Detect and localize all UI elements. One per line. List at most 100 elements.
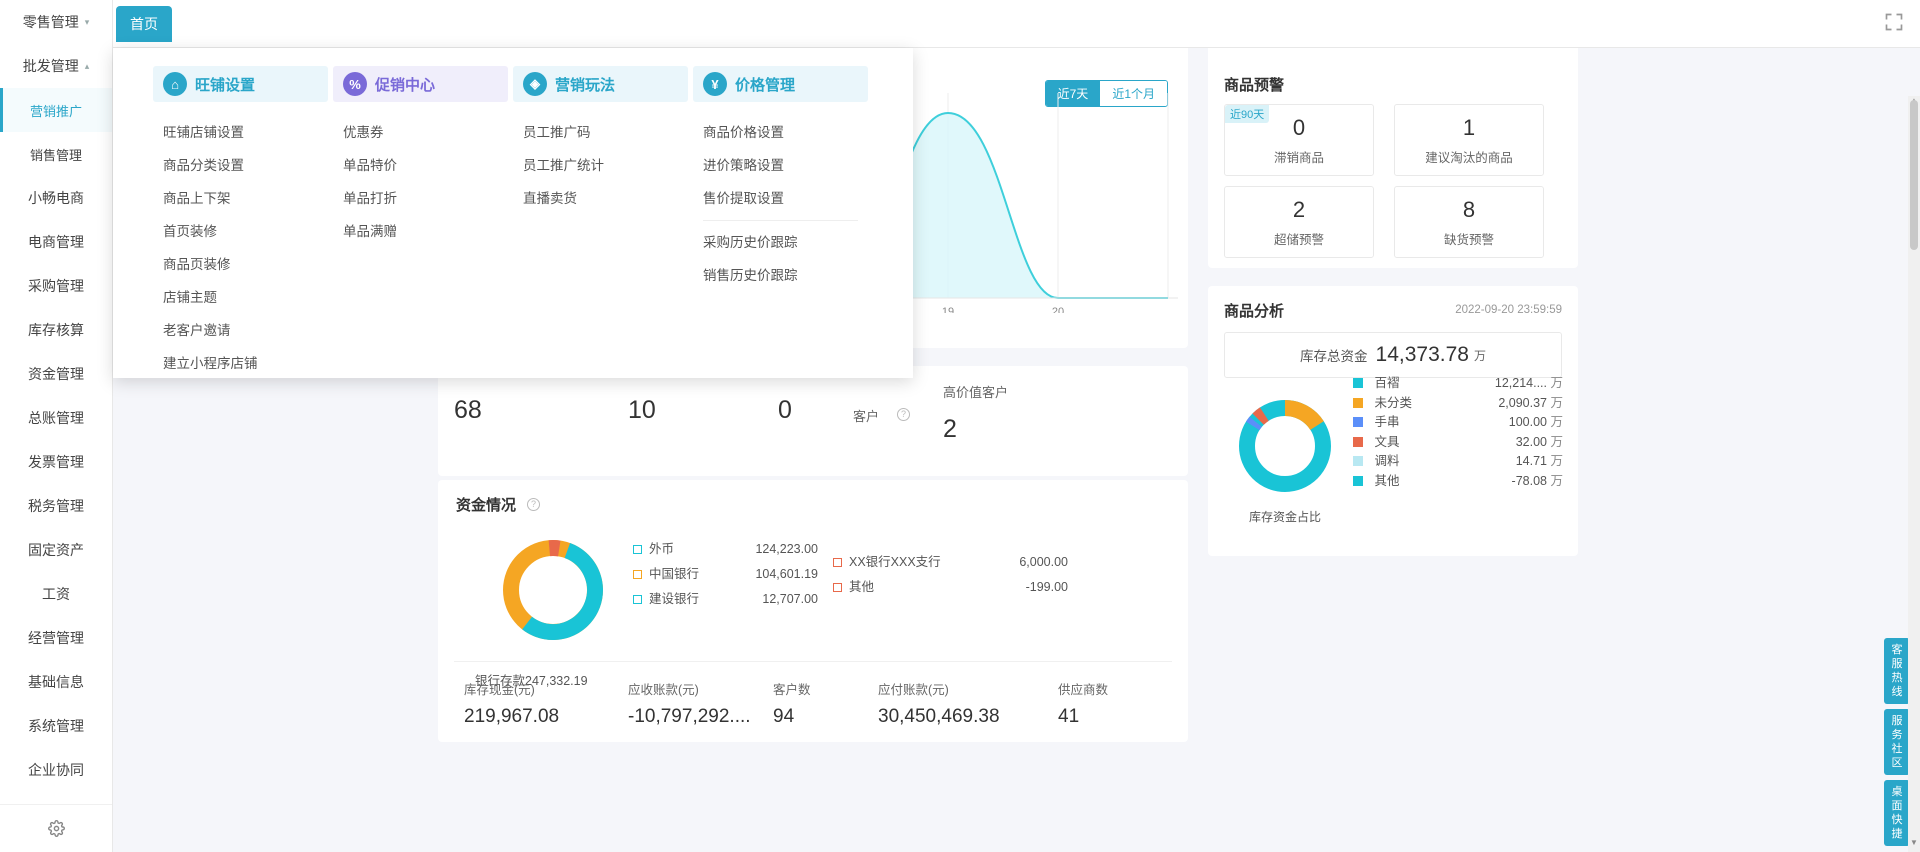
menu-item-price-0[interactable]: 商品价格设置 xyxy=(703,125,784,140)
megamenu-col-header: ◈ 营销玩法 xyxy=(513,66,688,102)
menu-divider xyxy=(703,220,858,221)
vertical-scrollbar[interactable]: ▲ ▼ xyxy=(1908,96,1920,852)
customer-cell-3: 高价值客户 2 xyxy=(943,382,1109,460)
customer-value-2: 0 xyxy=(778,396,792,424)
sidebar-item-5[interactable]: 电商管理 xyxy=(0,220,112,264)
sidebar-item-6[interactable]: 采购管理 xyxy=(0,264,112,308)
analysis-legend-item-3: 文具 32.00 万 xyxy=(1353,433,1563,453)
menu-item-store-1[interactable]: 商品分类设置 xyxy=(163,158,244,173)
kpi-value: 41 xyxy=(1058,706,1080,727)
fund-legend-item-0: 外币 xyxy=(633,537,833,562)
menu-item-store-6[interactable]: 老客户邀请 xyxy=(163,323,231,338)
scroll-down-icon[interactable]: ▼ xyxy=(1910,838,1918,847)
marketing-icon: ◈ xyxy=(523,72,547,96)
sidebar-item-13[interactable]: 工资 xyxy=(0,572,112,616)
sidebar-item-8[interactable]: 资金管理 xyxy=(0,352,112,396)
menu-item-promo-0[interactable]: 优惠券 xyxy=(343,125,384,140)
menu-item-store-7[interactable]: 建立小程序店铺 xyxy=(163,356,258,371)
menu-item-price-1[interactable]: 进价策略设置 xyxy=(703,158,784,173)
customer-cell-2: 0 xyxy=(778,382,944,460)
product-analysis-card: 商品分析 2022-09-20 23:59:59 库存总资金 14,373.78… xyxy=(1208,286,1578,556)
fund-legend-name-3: XX银行XXX支行 xyxy=(849,555,941,569)
menu-item-marketing-2[interactable]: 直播卖货 xyxy=(523,191,577,206)
menu-item-price-3[interactable]: 采购历史价跟踪 xyxy=(703,235,798,250)
menu-item-price-4[interactable]: 销售历史价跟踪 xyxy=(703,268,798,283)
menu-item-promo-2[interactable]: 单品打折 xyxy=(343,191,397,206)
desktop-shortcut-button[interactable]: 桌面 快捷 xyxy=(1884,780,1910,846)
menu-item-store-2[interactable]: 商品上下架 xyxy=(163,191,231,206)
analysis-legend-name-4: 调料 xyxy=(1374,454,1400,468)
sidebar-item-3[interactable]: 销售管理 xyxy=(0,132,112,176)
legend-swatch xyxy=(1353,397,1363,408)
fund-legend-value-0: 124,223.00 xyxy=(755,542,818,556)
kpi-customers: 客户数 94 xyxy=(773,679,811,728)
customer-value-1: 10 xyxy=(628,396,656,424)
menu-item-marketing-1[interactable]: 员工推广统计 xyxy=(523,158,604,173)
analysis-legend-value-4: 14.71 xyxy=(1515,454,1547,468)
menu-item-price-2[interactable]: 售价提取设置 xyxy=(703,191,784,206)
alert-box-slow-moving[interactable]: 近90天 0 滞销商品 xyxy=(1224,104,1374,176)
sidebar: 零售管理 ▾ 批发管理 ▴ 营销推广 销售管理 小畅电商 电商管理 采购管理 库… xyxy=(0,0,113,852)
service-community-button[interactable]: 服务 社区 xyxy=(1884,709,1910,775)
menu-item-store-4[interactable]: 商品页装修 xyxy=(163,257,231,272)
sidebar-item-9[interactable]: 总账管理 xyxy=(0,396,112,440)
menu-item-store-3[interactable]: 首页装修 xyxy=(163,224,217,239)
tab-home[interactable]: 首页 xyxy=(116,6,172,42)
sidebar-item-17[interactable]: 企业协同 xyxy=(0,748,112,792)
kpi-cash: 库存现金(元) 219,967.08 xyxy=(464,679,559,728)
sidebar-item-0[interactable]: 零售管理 ▾ xyxy=(0,0,112,44)
alert-box-obsolete[interactable]: 1 建议淘汰的商品 xyxy=(1394,104,1544,176)
range-toggle[interactable]: 近7天 近1个月 xyxy=(1044,80,1168,107)
help-icon[interactable]: ? xyxy=(897,408,910,421)
kpi-label: 应付账款(元) xyxy=(878,683,949,697)
menu-item-store-0[interactable]: 旺铺店铺设置 xyxy=(163,125,244,140)
analysis-legend-unit-5: 万 xyxy=(1550,473,1563,488)
sidebar-item-4[interactable]: 小畅电商 xyxy=(0,176,112,220)
alert-label: 超储预警 xyxy=(1273,232,1324,247)
menu-item-store-5[interactable]: 店铺主题 xyxy=(163,290,217,305)
sidebar-item-2[interactable]: 营销推广 xyxy=(0,88,112,132)
kpi-value: 30,450,469.38 xyxy=(878,706,1000,727)
sidebar-item-label: 批发管理 xyxy=(22,58,79,74)
customer-partial-label: 客户 xyxy=(853,409,880,424)
menu-item-promo-3[interactable]: 单品满赠 xyxy=(343,224,397,239)
sidebar-item-14[interactable]: 经营管理 xyxy=(0,616,112,660)
divider xyxy=(454,661,1172,662)
total-inventory-value-box: 库存总资金 14,373.78 万 xyxy=(1224,332,1562,378)
analysis-legend-value-2: 100.00 xyxy=(1508,415,1547,429)
sidebar-item-12[interactable]: 固定资产 xyxy=(0,528,112,572)
alert-box-overstock[interactable]: 2 超储预警 xyxy=(1224,186,1374,258)
fund-legend-name-1: 中国银行 xyxy=(649,567,700,581)
analysis-card-title: 商品分析 xyxy=(1224,303,1285,320)
range-1month[interactable]: 近1个月 xyxy=(1100,81,1167,106)
sidebar-item-label: 税务管理 xyxy=(28,498,84,514)
help-icon[interactable]: ? xyxy=(527,498,540,511)
range-7days[interactable]: 近7天 xyxy=(1045,81,1101,106)
scrollbar-thumb[interactable] xyxy=(1910,100,1918,250)
sidebar-item-label: 工资 xyxy=(42,586,70,602)
fullscreen-icon[interactable] xyxy=(1884,12,1906,34)
total-value: 14,373.78 xyxy=(1375,343,1469,366)
alert-box-shortage[interactable]: 8 缺货预警 xyxy=(1394,186,1544,258)
sidebar-item-label: 采购管理 xyxy=(28,278,84,294)
menu-item-marketing-0[interactable]: 员工推广码 xyxy=(523,125,591,140)
sidebar-item-1[interactable]: 批发管理 ▴ xyxy=(0,44,112,88)
analysis-legend-unit-1: 万 xyxy=(1550,395,1563,410)
sidebar-item-11[interactable]: 税务管理 xyxy=(0,484,112,528)
legend-swatch xyxy=(1353,417,1363,427)
customer-service-button[interactable]: 客服 热线 xyxy=(1884,638,1910,704)
sidebar-item-label: 库存核算 xyxy=(28,322,84,338)
sidebar-item-10[interactable]: 发票管理 xyxy=(0,440,112,484)
legend-swatch xyxy=(1353,475,1363,486)
donut-caption: 库存资金占比 xyxy=(1248,510,1321,524)
sidebar-item-label: 零售管理 xyxy=(22,14,79,30)
topbar: 首页 xyxy=(113,0,1920,48)
menu-item-promo-1[interactable]: 单品特价 xyxy=(343,158,397,173)
sidebar-item-7[interactable]: 库存核算 xyxy=(0,308,112,352)
sidebar-item-15[interactable]: 基础信息 xyxy=(0,660,112,704)
analysis-legend-value-0: 12,214.... xyxy=(1494,376,1547,390)
gear-icon[interactable] xyxy=(0,804,112,852)
price-icon: ¥ xyxy=(703,72,727,96)
sidebar-item-16[interactable]: 系统管理 xyxy=(0,704,112,748)
fb-line1: 服务 xyxy=(1891,715,1903,741)
